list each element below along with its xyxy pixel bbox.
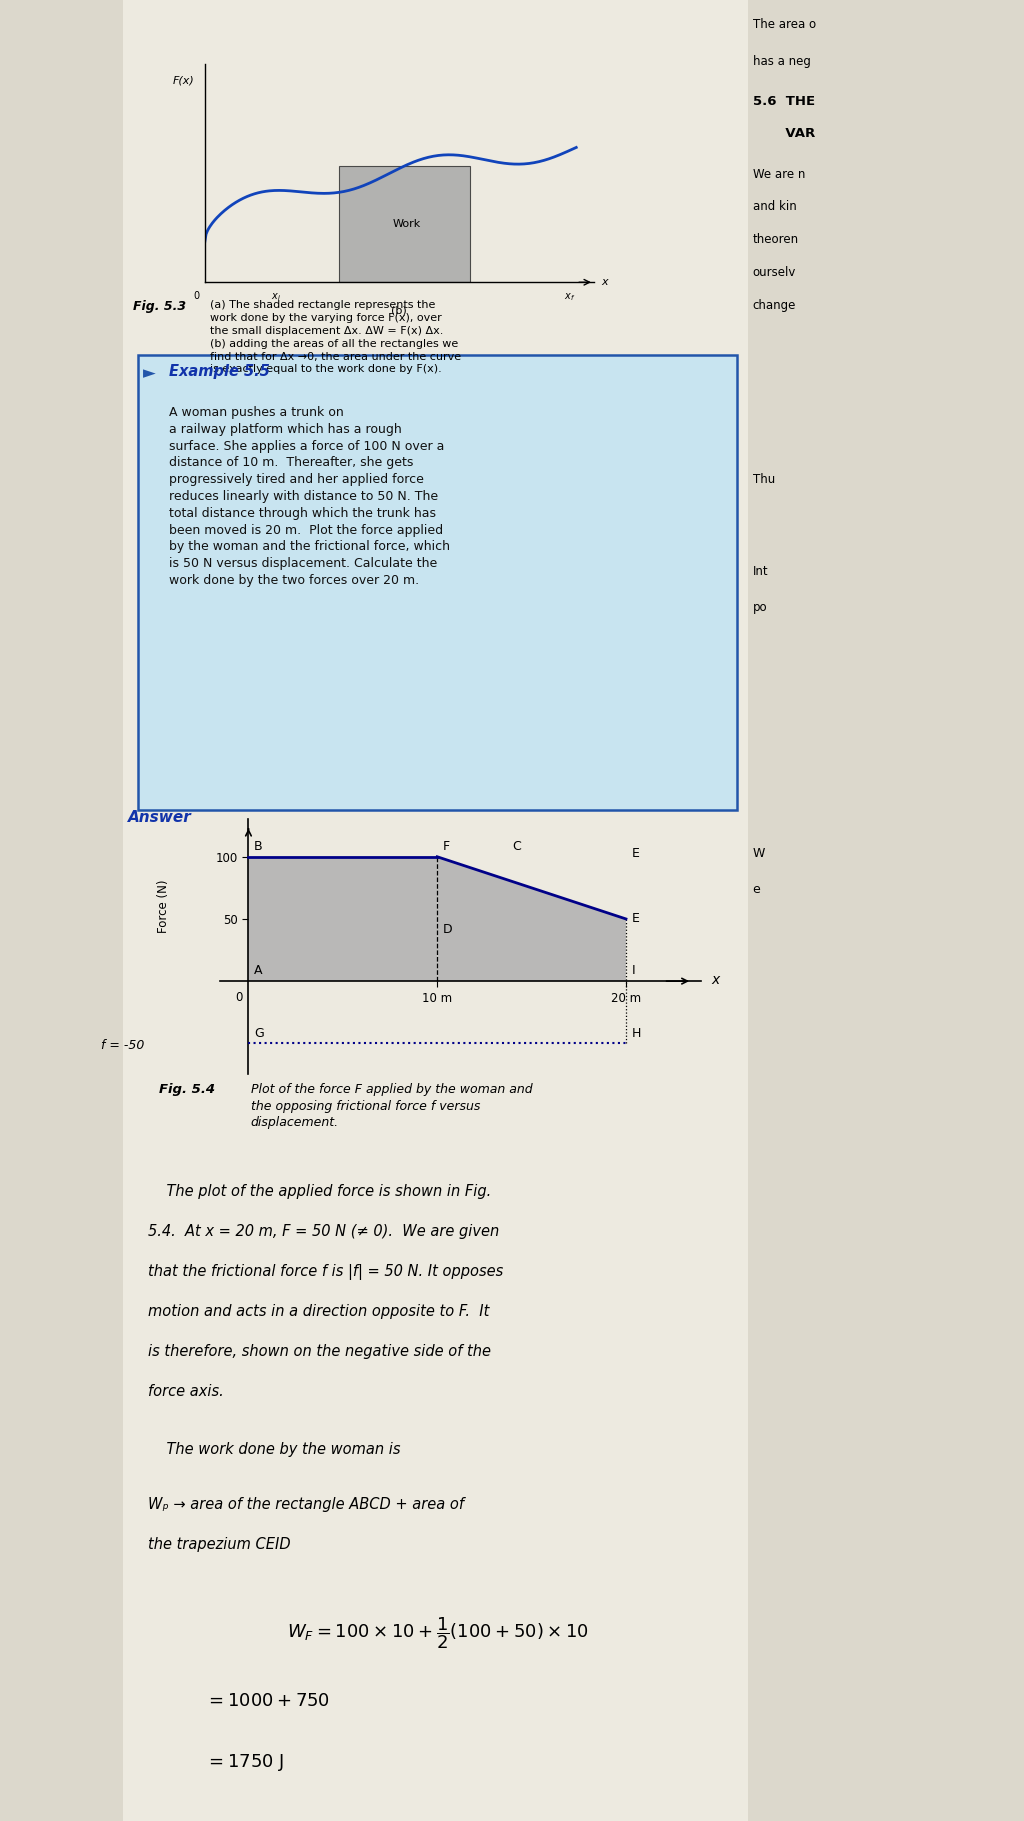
Text: VAR: VAR [753, 127, 815, 140]
Text: W: W [753, 847, 765, 860]
Text: G: G [254, 1027, 264, 1040]
Text: ►: ► [143, 364, 156, 382]
Text: Example 5.5: Example 5.5 [169, 364, 269, 379]
Text: (b): (b) [391, 306, 408, 315]
Text: E: E [632, 912, 639, 925]
Text: H: H [632, 1027, 641, 1040]
Text: motion and acts in a direction opposite to F.  It: motion and acts in a direction opposite … [148, 1304, 489, 1318]
Text: force axis.: force axis. [148, 1384, 224, 1399]
Text: x: x [711, 972, 719, 987]
Text: has a neg: has a neg [753, 55, 811, 67]
Text: $= 1000 + 750$: $= 1000 + 750$ [205, 1692, 330, 1710]
Text: A woman pushes a trunk on
a railway platform which has a rough
surface. She appl: A woman pushes a trunk on a railway plat… [169, 406, 450, 586]
Text: ourselv: ourselv [753, 266, 796, 279]
Text: I: I [632, 965, 635, 978]
Text: E: E [632, 847, 639, 860]
Text: The plot of the applied force is shown in Fig.: The plot of the applied force is shown i… [148, 1184, 492, 1198]
Text: F: F [442, 839, 450, 852]
Text: that the frictional force f is |f| = 50 N. It opposes: that the frictional force f is |f| = 50 … [148, 1264, 504, 1280]
Text: F(x): F(x) [172, 75, 195, 86]
Text: A: A [254, 965, 262, 978]
Text: (a) The shaded rectangle represents the
work done by the varying force F(x), ove: (a) The shaded rectangle represents the … [210, 300, 461, 375]
Text: The area o: The area o [753, 18, 816, 31]
Text: e: e [753, 883, 761, 896]
Text: Plot of the force F applied by the woman and
the opposing frictional force f ver: Plot of the force F applied by the woman… [251, 1083, 532, 1129]
Text: and kin: and kin [753, 200, 797, 213]
Bar [339, 166, 470, 282]
Polygon shape [437, 856, 626, 982]
Text: Wₚ → area of the rectangle ABCD + area of: Wₚ → area of the rectangle ABCD + area o… [148, 1497, 465, 1511]
Text: Thu: Thu [753, 473, 775, 486]
Text: The work done by the woman is: The work done by the woman is [148, 1442, 401, 1457]
Text: 5.6  THE: 5.6 THE [753, 95, 815, 107]
Text: Fig. 5.3: Fig. 5.3 [133, 300, 186, 313]
Text: x: x [601, 277, 607, 288]
Text: change: change [753, 299, 796, 311]
Text: Force (N): Force (N) [157, 880, 170, 932]
Text: $x_i$: $x_i$ [270, 291, 281, 302]
Text: B: B [254, 839, 263, 852]
Text: $W_F = 100\times10 + \dfrac{1}{2}(100+50)\times10$: $W_F = 100\times10 + \dfrac{1}{2}(100+50… [287, 1615, 589, 1652]
Text: Int: Int [753, 565, 768, 577]
Text: We are n: We are n [753, 168, 805, 180]
Text: theoren: theoren [753, 233, 799, 246]
Text: is therefore, shown on the negative side of the: is therefore, shown on the negative side… [148, 1344, 492, 1358]
Text: Fig. 5.4: Fig. 5.4 [159, 1083, 215, 1096]
Polygon shape [249, 856, 437, 982]
Text: Answer: Answer [128, 810, 191, 825]
Text: C: C [513, 839, 521, 852]
Text: f = -50: f = -50 [101, 1040, 144, 1053]
Text: 0: 0 [194, 291, 200, 300]
Text: 5.4.  At x = 20 m, F = 50 N (≠ 0).  We are given: 5.4. At x = 20 m, F = 50 N (≠ 0). We are… [148, 1224, 500, 1238]
Text: the trapezium CEID: the trapezium CEID [148, 1537, 291, 1551]
Text: Work: Work [392, 219, 421, 229]
Text: D: D [442, 923, 453, 936]
Text: po: po [753, 601, 767, 614]
Text: $= 1750\ \mathrm{J}$: $= 1750\ \mathrm{J}$ [205, 1752, 284, 1774]
Text: 0: 0 [236, 991, 243, 1003]
Text: $x_f$: $x_f$ [563, 291, 574, 302]
